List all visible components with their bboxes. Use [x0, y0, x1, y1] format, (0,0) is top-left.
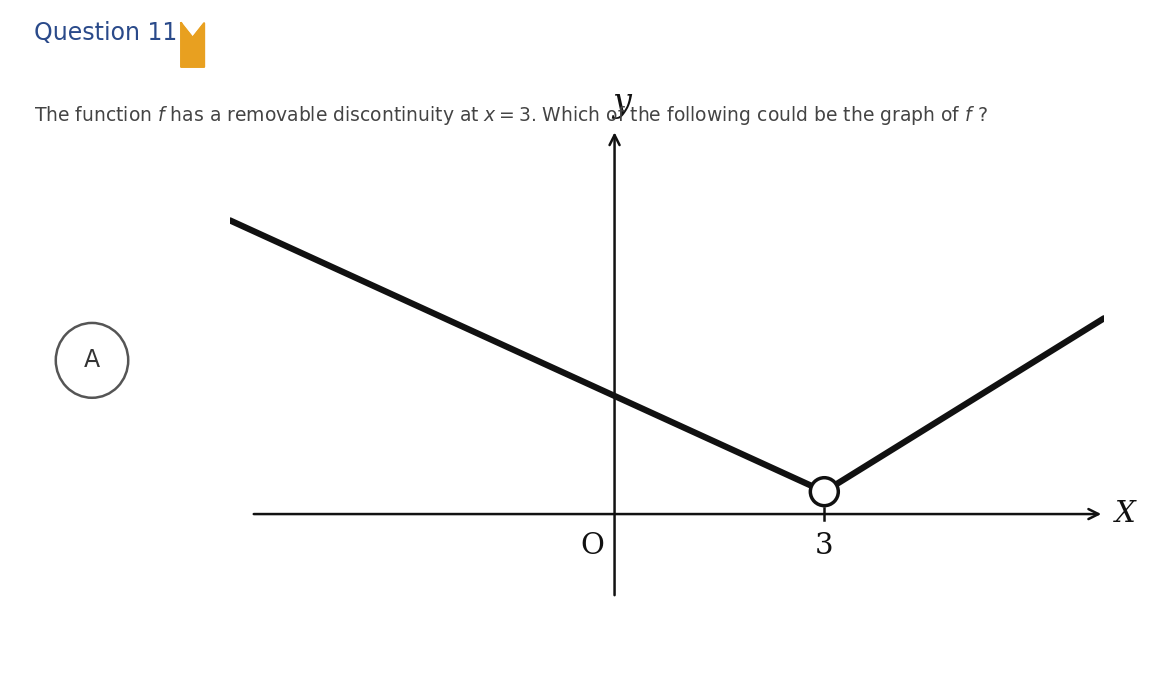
Text: □: □ — [178, 21, 179, 22]
Text: A: A — [84, 349, 100, 372]
Polygon shape — [182, 23, 205, 67]
Text: O: O — [581, 532, 604, 559]
Circle shape — [811, 477, 838, 506]
Text: X: X — [1114, 500, 1135, 528]
Text: 3: 3 — [815, 532, 834, 559]
Text: Question 11: Question 11 — [34, 21, 178, 45]
Text: y: y — [612, 87, 631, 119]
Text: The function $f$ has a removable discontinuity at $x = 3$. Which of the followin: The function $f$ has a removable discont… — [34, 104, 988, 127]
